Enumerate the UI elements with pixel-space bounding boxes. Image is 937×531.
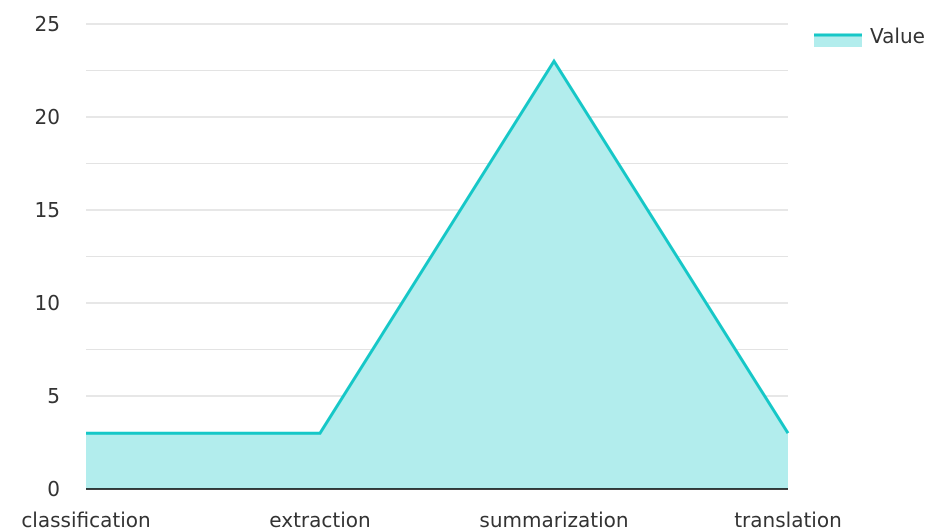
legend: Value [814, 24, 925, 48]
y-tick-label: 15 [35, 198, 60, 222]
y-tick-label: 20 [35, 105, 60, 129]
y-tick-label: 25 [35, 12, 60, 36]
plot-area [86, 58, 790, 489]
legend-swatch-fill [814, 35, 862, 47]
x-axis-ticks: classification extraction summarization tra… [21, 508, 841, 531]
series-line-0 [86, 58, 790, 435]
area-fill-0 [86, 61, 788, 489]
x-tick-label: translation [734, 508, 842, 531]
y-tick-label: 10 [35, 291, 60, 315]
y-tick-label: 5 [47, 384, 60, 408]
y-tick-label: 0 [47, 477, 60, 501]
legend-label: Value [870, 24, 925, 48]
x-tick-label: summarization [479, 508, 628, 531]
x-tick-label: extraction [269, 508, 370, 531]
x-tick-label: classification [21, 508, 150, 531]
y-axis-ticks: 0 5 10 15 20 25 [35, 12, 60, 501]
